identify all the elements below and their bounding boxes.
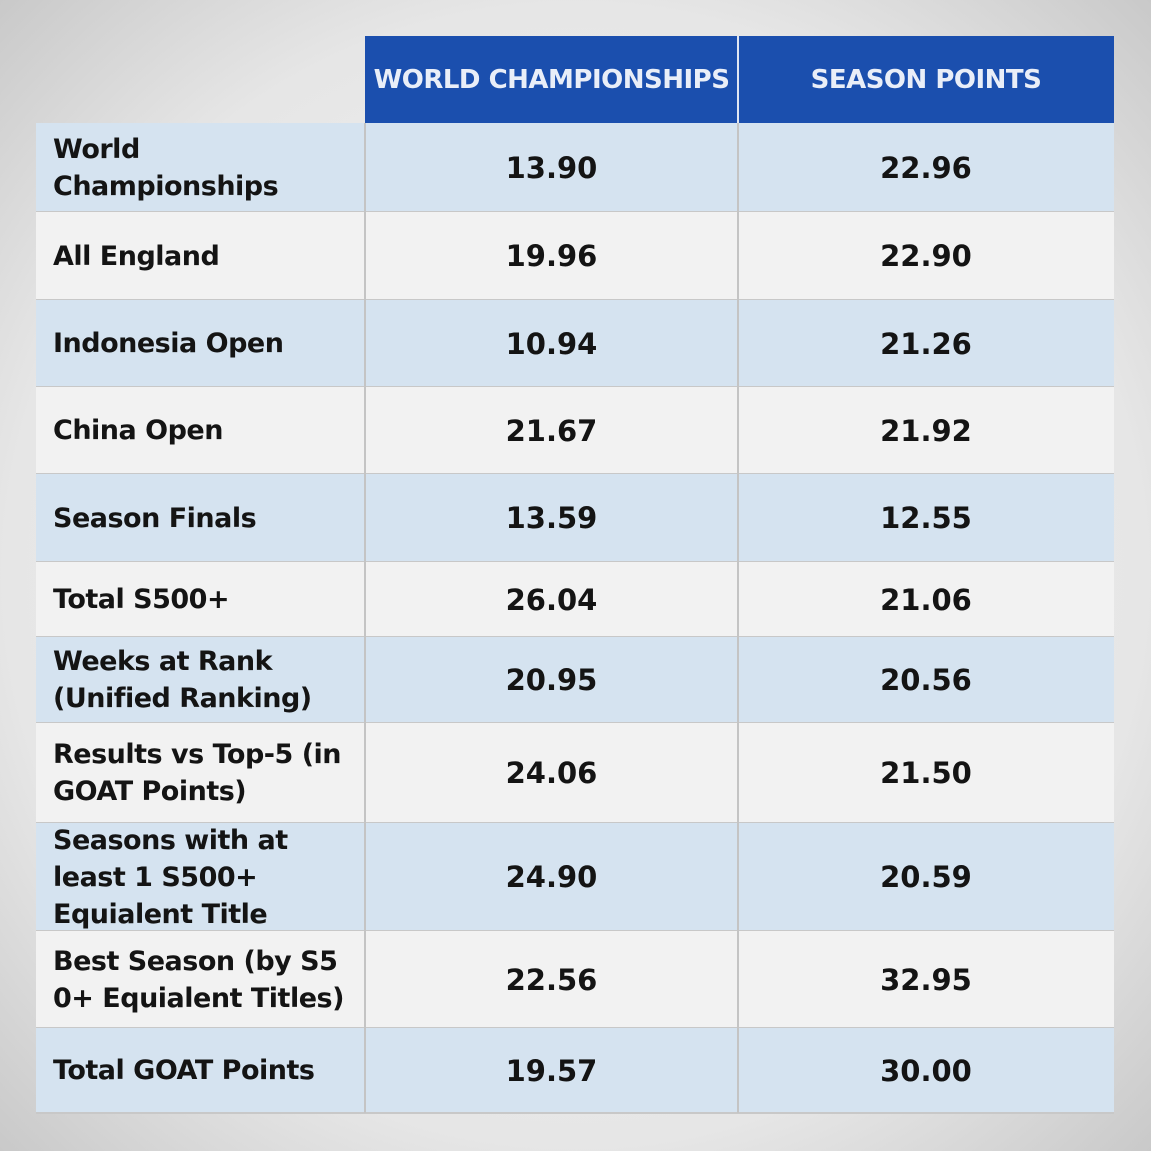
value-cell: 24.06 (365, 723, 738, 823)
value-cell: 20.59 (738, 823, 1114, 931)
row-label: Weeks at Rank (Unified Ranking) (36, 637, 365, 723)
value-cell: 21.92 (738, 387, 1114, 474)
value-cell: 13.90 (365, 123, 738, 212)
value-cell: 32.95 (738, 931, 1114, 1028)
row-label: Best Season (by S5 0+ Equialent Titles) (36, 931, 365, 1028)
value-cell: 20.95 (365, 637, 738, 723)
value-cell: 10.94 (365, 300, 738, 387)
row-label: All England (36, 212, 365, 300)
row-label: Season Finals (36, 474, 365, 562)
value-cell: 22.56 (365, 931, 738, 1028)
row-label: Results vs Top-5 (in GOAT Points) (36, 723, 365, 823)
column-header: SEASON POINTS (738, 36, 1114, 123)
value-cell: 21.06 (738, 562, 1114, 637)
column-divider (737, 123, 739, 1113)
value-cell: 20.56 (738, 637, 1114, 723)
value-cell: 26.04 (365, 562, 738, 637)
value-cell: 19.96 (365, 212, 738, 300)
row-label: Total S500+ (36, 562, 365, 637)
value-cell: 21.26 (738, 300, 1114, 387)
value-cell: 21.67 (365, 387, 738, 474)
value-cell: 22.90 (738, 212, 1114, 300)
value-cell: 12.55 (738, 474, 1114, 562)
value-cell: 24.90 (365, 823, 738, 931)
row-label: Indonesia Open (36, 300, 365, 387)
column-header: WORLD CHAMPIONSHIPS (365, 36, 738, 123)
row-label: Seasons with at least 1 S500+ Equialent … (36, 823, 365, 931)
value-cell: 19.57 (365, 1028, 738, 1113)
value-cell: 13.59 (365, 474, 738, 562)
column-divider (737, 36, 739, 123)
row-divider (36, 1112, 1114, 1114)
row-label: World Championships (36, 123, 365, 212)
value-cell: 21.50 (738, 723, 1114, 823)
row-label: China Open (36, 387, 365, 474)
value-cell: 30.00 (738, 1028, 1114, 1113)
value-cell: 22.96 (738, 123, 1114, 212)
row-label: Total GOAT Points (36, 1028, 365, 1113)
column-divider (364, 123, 366, 1113)
